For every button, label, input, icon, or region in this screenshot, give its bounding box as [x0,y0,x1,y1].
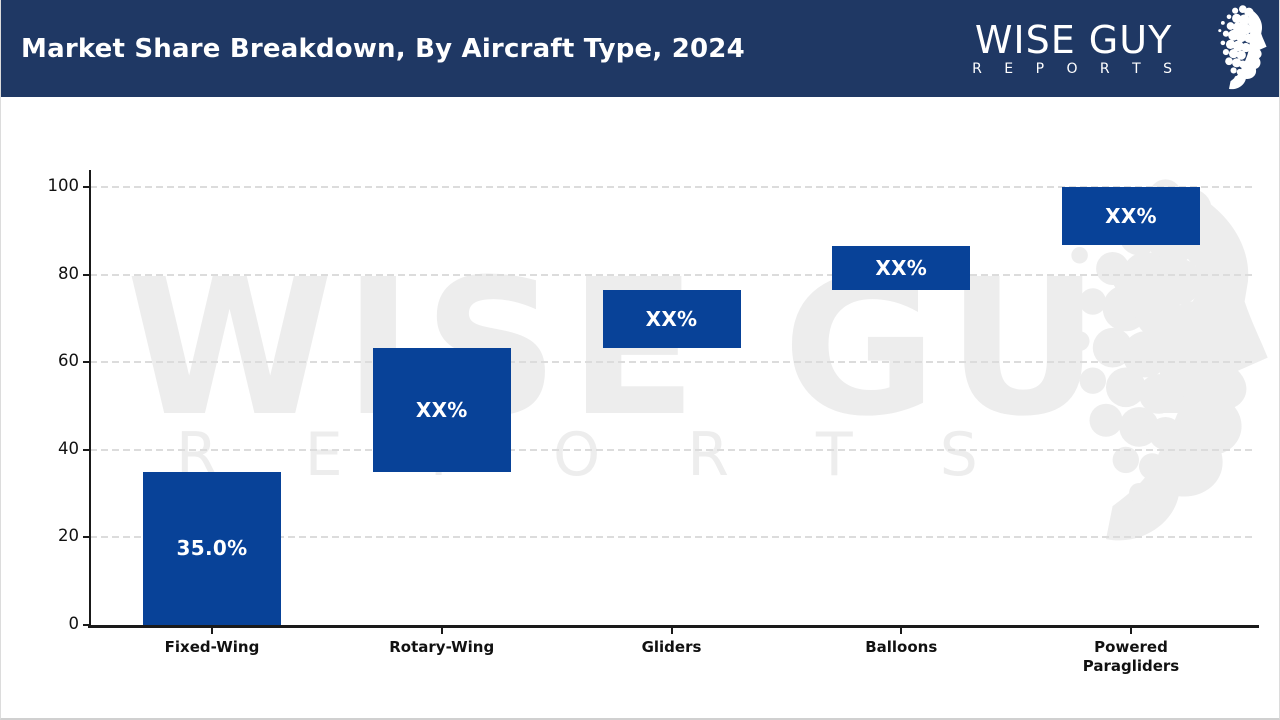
ytick-label-0: 0 [68,614,80,633]
bar-value-label: XX% [645,307,698,332]
bar-rotary-wing: XX% [372,347,511,472]
brand-logo-text: WISE GUY R E P O R T S [966,21,1181,77]
brand-subtitle: R E P O R T S [972,60,1181,77]
xtick-mark-2 [670,628,673,634]
brand-logo: WISE GUY R E P O R T S [966,0,1273,97]
brand-name: WISE GUY [974,17,1173,62]
bar-powered-paragliders: XX% [1062,187,1200,245]
bar-value-label: XX% [875,255,928,280]
ytick-label-40: 40 [58,438,79,458]
bar-value-label: 35.0% [176,536,248,561]
watermark-line1: WISE GUY [126,239,1256,458]
category-label-2: Gliders [641,638,702,656]
gridline-40 [90,448,1254,451]
xtick-mark-1 [440,628,443,634]
category-label-4: Powered Paragliders [1082,638,1180,676]
header-bar: Market Share Breakdown, By Aircraft Type… [1,0,1279,97]
gridline-20 [90,536,1254,539]
bar-value-label: XX% [1105,204,1157,229]
category-label-0: Fixed-Wing [164,638,260,656]
xtick-mark-4 [1130,628,1132,634]
ytick-mark-20 [83,536,90,539]
ytick-mark-40 [83,448,90,451]
ytick-label-20: 20 [58,526,79,546]
ytick-label-80: 80 [58,263,79,283]
x-axis-line [88,625,1259,628]
wiseguy-head-icon [1185,3,1273,95]
bar-gliders: XX% [602,290,741,348]
y-axis-line [89,170,91,628]
category-label-1: Rotary-Wing [389,638,495,656]
ytick-label-100: 100 [47,176,80,195]
watermark-line2: R E P O R T S [176,420,1012,490]
xtick-mark-3 [900,628,903,634]
ytick-mark-60 [83,361,90,364]
gridline-80 [90,273,1254,276]
ytick-mark-0 [83,624,90,626]
ytick-mark-80 [83,273,90,276]
gridline-60 [90,361,1254,364]
ytick-mark-100 [83,186,90,188]
chart-title: Market Share Breakdown, By Aircraft Type… [21,33,745,64]
ytick-label-60: 60 [58,351,79,371]
bar-balloons: XX% [832,245,971,290]
gridline-100 [90,186,1254,188]
bar-fixed-wing: 35.0% [143,471,281,625]
bar-value-label: XX% [415,397,468,422]
category-label-3: Balloons [865,638,938,656]
xtick-mark-0 [211,628,213,634]
